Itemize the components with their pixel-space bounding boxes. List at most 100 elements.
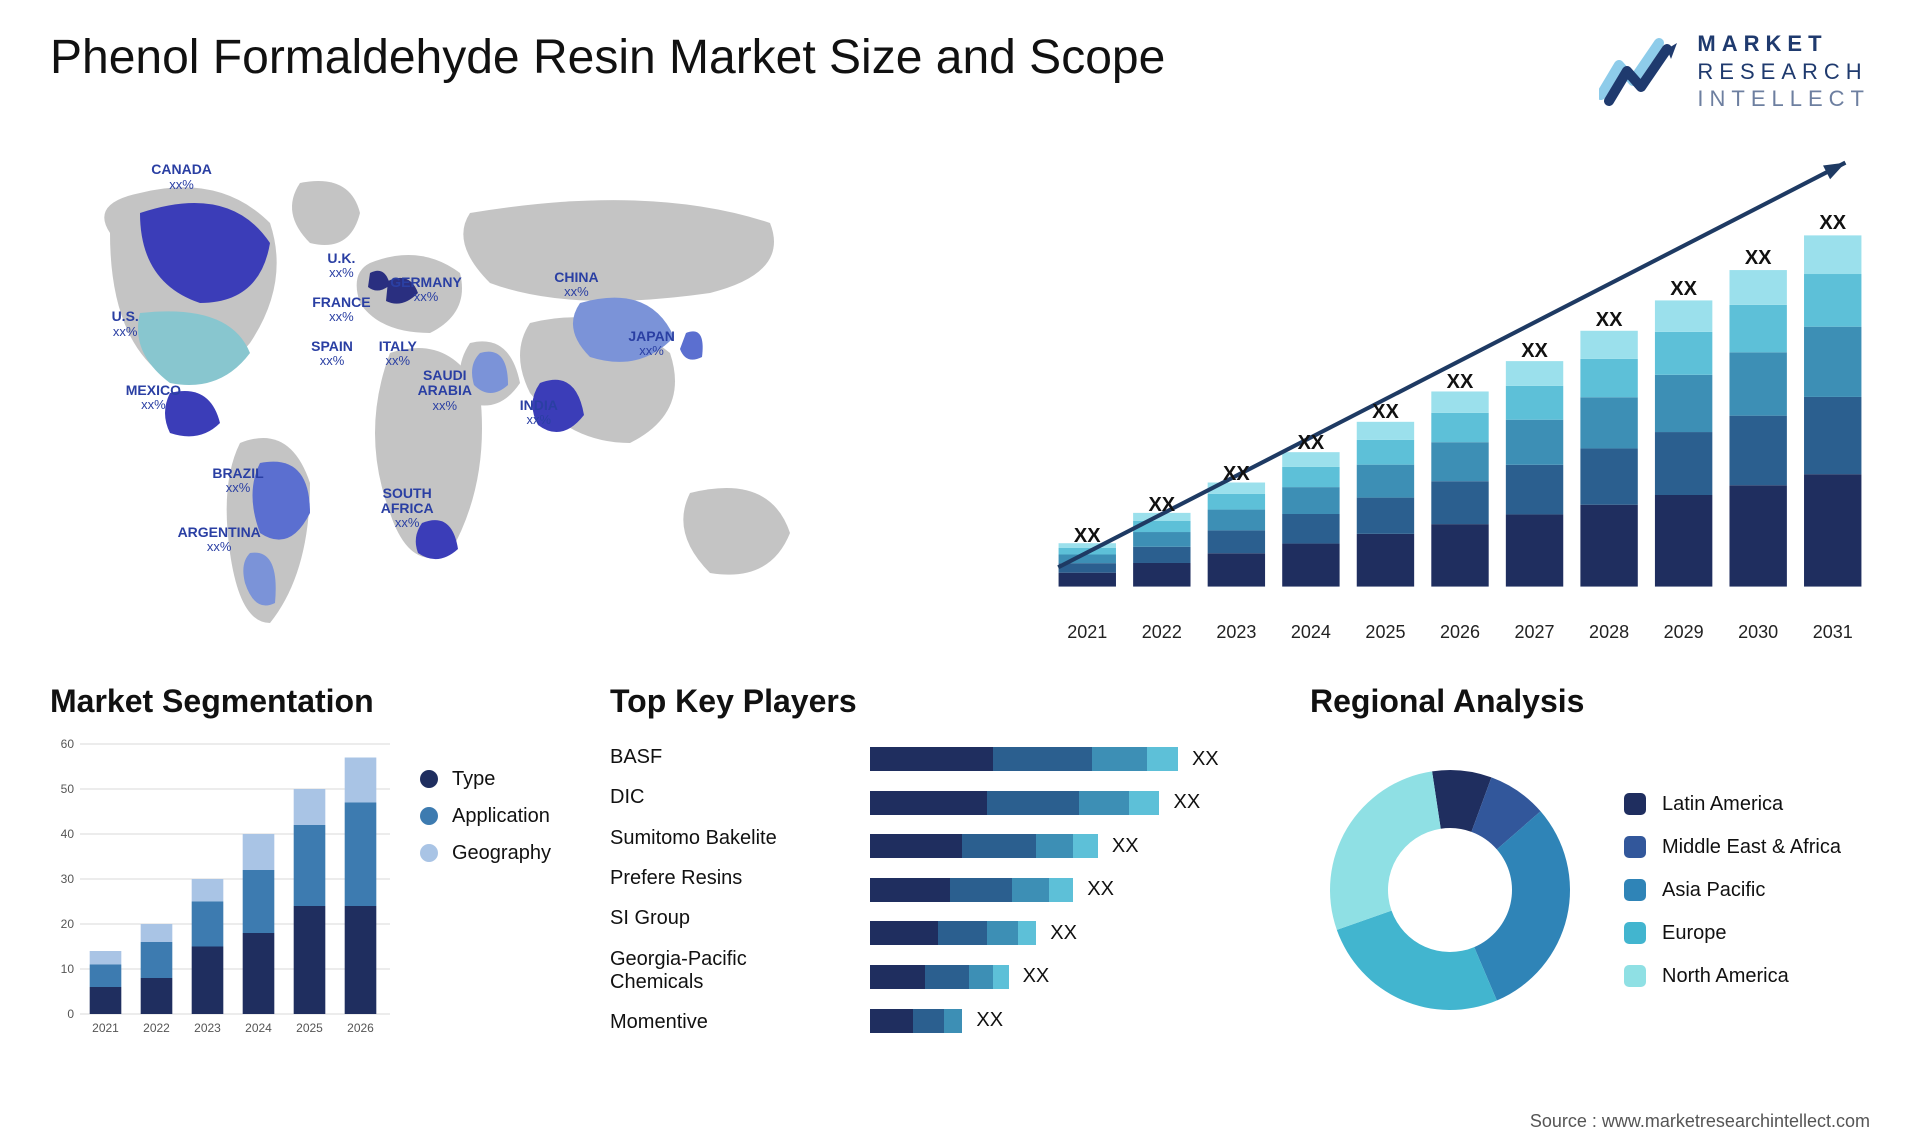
map-label: ARGENTINAxx% xyxy=(178,525,261,555)
growth-year-label: 2025 xyxy=(1365,622,1405,643)
player-bar-row: XX xyxy=(870,747,1310,771)
svg-text:50: 50 xyxy=(61,782,75,796)
growth-chart: 2021 2022 2023 2024 2025 2026 2027 2028 2029 2030… xyxy=(1050,153,1870,643)
key-players-panel: Top Key Players BASF DIC Sumitomo Bakelite… xyxy=(610,683,1310,1043)
player-name: Momentive xyxy=(610,1011,840,1034)
growth-year-label: 2027 xyxy=(1515,622,1555,643)
growth-value-label: XX xyxy=(1670,278,1697,301)
player-bar-row: XX xyxy=(870,921,1310,945)
map-label: INDIAxx% xyxy=(520,398,558,428)
map-label: JAPANxx% xyxy=(628,329,674,359)
svg-text:10: 10 xyxy=(61,962,75,976)
segmentation-chart-svg: 0102030405060202120222023202420252026 xyxy=(50,738,390,1038)
growth-value-label: XX xyxy=(1819,212,1846,235)
svg-text:40: 40 xyxy=(61,827,75,841)
growth-year-label: 2030 xyxy=(1738,622,1778,643)
svg-text:2025: 2025 xyxy=(296,1021,323,1035)
map-label: CANADAxx% xyxy=(151,162,212,192)
player-value-label: XX xyxy=(1087,878,1114,901)
map-label: CHINAxx% xyxy=(554,270,598,300)
region-legend-item: Asia Pacific xyxy=(1624,879,1841,902)
region-legend-item: Europe xyxy=(1624,922,1841,945)
segmentation-legend: Type Application Geography xyxy=(420,738,551,1043)
svg-text:60: 60 xyxy=(61,738,75,751)
regional-donut xyxy=(1310,750,1590,1030)
map-label: FRANCExx% xyxy=(312,295,370,325)
map-label: SPAINxx% xyxy=(311,339,353,369)
player-name: Prefere Resins xyxy=(610,867,840,890)
page-title: Phenol Formaldehyde Resin Market Size an… xyxy=(50,30,1165,85)
player-name: BASF xyxy=(610,746,840,769)
growth-year-label: 2023 xyxy=(1216,622,1256,643)
growth-value-label: XX xyxy=(1521,340,1548,363)
map-label: SAUDIARABIAxx% xyxy=(418,368,472,413)
svg-text:2026: 2026 xyxy=(347,1021,374,1035)
player-value-label: XX xyxy=(1112,835,1139,858)
growth-year-label: 2031 xyxy=(1813,622,1853,643)
svg-text:2022: 2022 xyxy=(143,1021,170,1035)
regional-panel: Regional Analysis Latin America Middle Ea… xyxy=(1310,683,1870,1043)
brand-logo: MARKET RESEARCH INTELLECT xyxy=(1599,30,1870,113)
key-players-bars: XXXXXXXXXXXXXX xyxy=(870,738,1310,1043)
player-value-label: XX xyxy=(1050,922,1077,945)
segmentation-title: Market Segmentation xyxy=(50,683,610,720)
player-value-label: XX xyxy=(1192,748,1219,771)
growth-year-label: 2022 xyxy=(1142,622,1182,643)
growth-year-label: 2026 xyxy=(1440,622,1480,643)
svg-text:2024: 2024 xyxy=(245,1021,272,1035)
growth-value-label: XX xyxy=(1074,525,1101,548)
segmentation-chart: 0102030405060202120222023202420252026 xyxy=(50,738,390,1043)
segmentation-legend-item: Geography xyxy=(420,842,551,865)
region-legend-item: Middle East & Africa xyxy=(1624,836,1841,859)
logo-line1: MARKET xyxy=(1697,30,1870,58)
map-label: MEXICOxx% xyxy=(126,383,181,413)
map-label: GERMANYxx% xyxy=(390,275,462,305)
player-name: SI Group xyxy=(610,907,840,930)
segmentation-panel: Market Segmentation 01020304050602021202… xyxy=(50,683,610,1043)
svg-text:2021: 2021 xyxy=(92,1021,119,1035)
growth-value-label: XX xyxy=(1148,494,1175,517)
growth-year-label: 2029 xyxy=(1664,622,1704,643)
logo-line2: RESEARCH xyxy=(1697,58,1870,86)
region-legend-item: Latin America xyxy=(1624,793,1841,816)
growth-value-label: XX xyxy=(1298,432,1325,455)
segmentation-legend-item: Application xyxy=(420,805,551,828)
player-name: Sumitomo Bakelite xyxy=(610,827,840,850)
player-bar-row: XX xyxy=(870,791,1310,815)
player-name: DIC xyxy=(610,786,840,809)
player-bar-row: XX xyxy=(870,1009,1310,1033)
svg-text:30: 30 xyxy=(61,872,75,886)
map-label: U.K.xx% xyxy=(327,251,355,281)
logo-icon xyxy=(1599,35,1679,107)
svg-text:20: 20 xyxy=(61,917,75,931)
regional-legend: Latin America Middle East & Africa Asia Pa… xyxy=(1624,793,1841,988)
player-value-label: XX xyxy=(1023,965,1050,988)
player-bar-row: XX xyxy=(870,834,1310,858)
world-map: CANADAxx% U.S.xx% MEXICOxx% BRAZILxx% ARGENT… xyxy=(50,153,990,643)
growth-value-label: XX xyxy=(1596,309,1623,332)
growth-year-label: 2024 xyxy=(1291,622,1331,643)
key-players-title: Top Key Players xyxy=(610,683,1310,720)
region-legend-item: North America xyxy=(1624,965,1841,988)
growth-value-label: XX xyxy=(1745,247,1772,270)
segmentation-legend-item: Type xyxy=(420,768,551,791)
player-bar-row: XX xyxy=(870,965,1310,989)
map-label: ITALYxx% xyxy=(379,339,417,369)
regional-title: Regional Analysis xyxy=(1310,683,1870,720)
key-players-names: BASF DIC Sumitomo Bakelite Prefere Resins SI… xyxy=(610,738,840,1043)
map-label: SOUTHAFRICAxx% xyxy=(381,486,434,531)
growth-year-label: 2028 xyxy=(1589,622,1629,643)
player-value-label: XX xyxy=(1173,791,1200,814)
growth-value-label: XX xyxy=(1447,371,1474,394)
footer-source: Source : www.marketresearchintellect.com xyxy=(1530,1111,1870,1132)
growth-value-label: XX xyxy=(1223,463,1250,486)
growth-value-label: XX xyxy=(1372,401,1399,424)
map-label: U.S.xx% xyxy=(112,309,139,339)
player-value-label: XX xyxy=(976,1009,1003,1032)
svg-text:2023: 2023 xyxy=(194,1021,221,1035)
map-label: BRAZILxx% xyxy=(212,466,263,496)
player-bar-row: XX xyxy=(870,878,1310,902)
logo-line3: INTELLECT xyxy=(1697,85,1870,113)
growth-year-label: 2021 xyxy=(1067,622,1107,643)
player-name: Georgia-Pacific Chemicals xyxy=(610,948,840,994)
